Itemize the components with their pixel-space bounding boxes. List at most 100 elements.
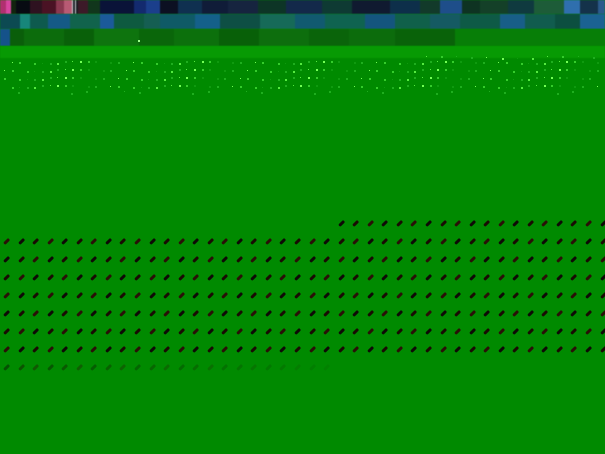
- noise-dash: [119, 255, 126, 263]
- noise-dash: [47, 291, 54, 299]
- noise-dash: [600, 273, 605, 281]
- noise-dash: [178, 237, 185, 245]
- noise-dot: [597, 86, 598, 87]
- noise-dot: [490, 78, 492, 80]
- noise-dash: [76, 237, 83, 245]
- glitch-block: [146, 0, 160, 14]
- noise-dot: [316, 77, 318, 79]
- noise-dash: [192, 237, 199, 245]
- noise-dot: [4, 70, 5, 71]
- noise-dot: [110, 86, 111, 87]
- noise-dot: [323, 69, 325, 71]
- glitch-band-darkgreen: [0, 29, 605, 46]
- noise-dash: [236, 255, 243, 263]
- noise-dash: [309, 291, 316, 299]
- noise-dash: [483, 255, 490, 263]
- noise-dot: [186, 85, 188, 87]
- noise-dot: [544, 85, 546, 87]
- noise-dash: [250, 237, 257, 245]
- noise-dash: [90, 309, 97, 317]
- glitch-block: [139, 29, 174, 46]
- noise-dot: [384, 79, 386, 81]
- noise-dot: [308, 61, 310, 63]
- noise-dot: [262, 87, 263, 88]
- noise-dash: [221, 273, 228, 281]
- noise-dash: [309, 327, 316, 335]
- noise-dash: [527, 309, 534, 317]
- noise-dash: [134, 273, 141, 281]
- noise-dot: [551, 61, 553, 63]
- noise-dash: [149, 363, 156, 371]
- noise-dash: [440, 327, 447, 335]
- noise-dot: [208, 91, 210, 93]
- noise-dash: [352, 273, 359, 281]
- noise-dash: [47, 327, 54, 335]
- noise-dot: [278, 71, 279, 72]
- noise-dash: [76, 327, 83, 335]
- noise-dot: [194, 85, 196, 87]
- noise-dot: [139, 92, 141, 94]
- noise-dash: [410, 327, 417, 335]
- noise-dot: [574, 86, 576, 88]
- glitch-block: [202, 0, 228, 14]
- noise-dash: [221, 327, 228, 335]
- noise-dash: [512, 237, 519, 245]
- noise-dash: [134, 327, 141, 335]
- noise-dash: [76, 309, 83, 317]
- noise-dot: [217, 61, 219, 63]
- noise-dot: [209, 69, 211, 71]
- noise-dot: [262, 79, 264, 81]
- noise-dash: [250, 327, 257, 335]
- noise-dash: [236, 363, 243, 371]
- noise-dash: [440, 345, 447, 353]
- noise-dash: [396, 345, 403, 353]
- noise-dot: [247, 70, 248, 71]
- noise-dot: [399, 87, 401, 89]
- noise-dash: [570, 219, 577, 227]
- noise-dot: [574, 69, 576, 71]
- noise-dash: [541, 345, 548, 353]
- noise-dash: [410, 345, 417, 353]
- noise-dot: [475, 70, 477, 72]
- noise-dash: [440, 219, 447, 227]
- glitch-block: [580, 14, 605, 29]
- noise-dot: [171, 77, 173, 79]
- noise-dot: [441, 56, 443, 58]
- noise-dash: [527, 291, 534, 299]
- noise-dash: [570, 273, 577, 281]
- noise-dash: [410, 273, 417, 281]
- noise-dot: [468, 78, 470, 80]
- noise-dot: [95, 86, 97, 88]
- noise-dash: [3, 363, 10, 371]
- glitch-block: [0, 14, 20, 29]
- noise-dash: [425, 273, 432, 281]
- noise-dot: [50, 71, 52, 73]
- noise-dot: [118, 86, 120, 88]
- noise-dash: [207, 237, 214, 245]
- noise-dash: [498, 291, 505, 299]
- noise-dash: [498, 345, 505, 353]
- noise-dot: [19, 79, 21, 81]
- noise-dash: [119, 327, 126, 335]
- noise-dash: [556, 327, 563, 335]
- noise-dot: [504, 92, 506, 94]
- noise-dash: [221, 291, 228, 299]
- noise-dot: [42, 71, 44, 73]
- noise-dot: [452, 61, 454, 63]
- noise-dash: [265, 345, 272, 353]
- noise-dot: [179, 85, 181, 87]
- noise-dot: [456, 56, 457, 57]
- noise-dot: [270, 79, 271, 80]
- noise-dot: [18, 92, 20, 94]
- noise-dash: [483, 237, 490, 245]
- noise-dot: [426, 56, 427, 57]
- noise-dash: [396, 309, 403, 317]
- noise-dot: [262, 62, 264, 64]
- noise-dot: [202, 77, 204, 79]
- glitch-block: [580, 0, 598, 14]
- noise-dash: [265, 255, 272, 263]
- noise-dot: [323, 77, 325, 79]
- noise-dash: [47, 237, 54, 245]
- glitch-block: [100, 14, 114, 29]
- glitch-block: [6, 0, 11, 14]
